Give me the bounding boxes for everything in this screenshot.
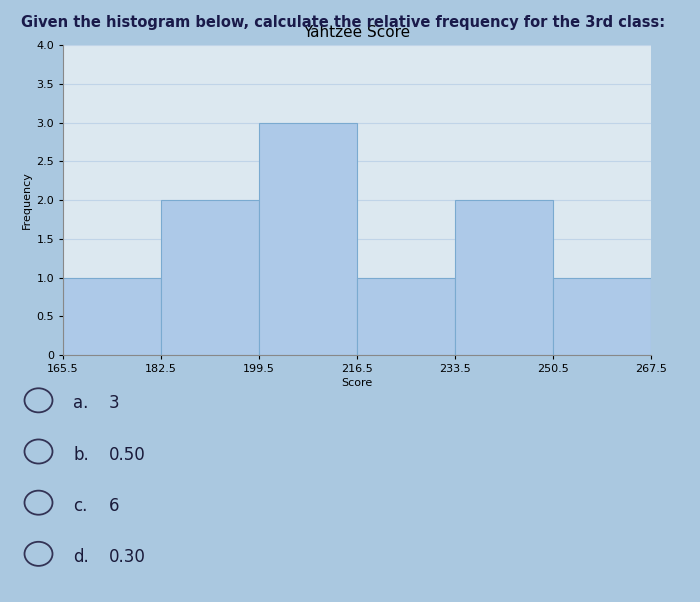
X-axis label: Score: Score: [342, 379, 372, 388]
Text: a.: a.: [74, 394, 89, 412]
Text: 0.30: 0.30: [108, 548, 146, 566]
Text: 6: 6: [108, 497, 119, 515]
Bar: [455, 200, 553, 355]
Bar: [553, 278, 651, 355]
Text: 0.50: 0.50: [108, 445, 146, 464]
Y-axis label: Frequency: Frequency: [22, 171, 32, 229]
Bar: [63, 278, 161, 355]
Bar: [161, 200, 259, 355]
Text: Given the histogram below, calculate the relative frequency for the 3rd class:: Given the histogram below, calculate the…: [21, 15, 665, 30]
Bar: [357, 278, 455, 355]
Text: 3: 3: [108, 394, 119, 412]
Title: Yahtzee Score: Yahtzee Score: [303, 25, 411, 40]
Text: b.: b.: [74, 445, 90, 464]
Bar: [259, 123, 357, 355]
Text: c.: c.: [74, 497, 88, 515]
Text: d.: d.: [74, 548, 90, 566]
